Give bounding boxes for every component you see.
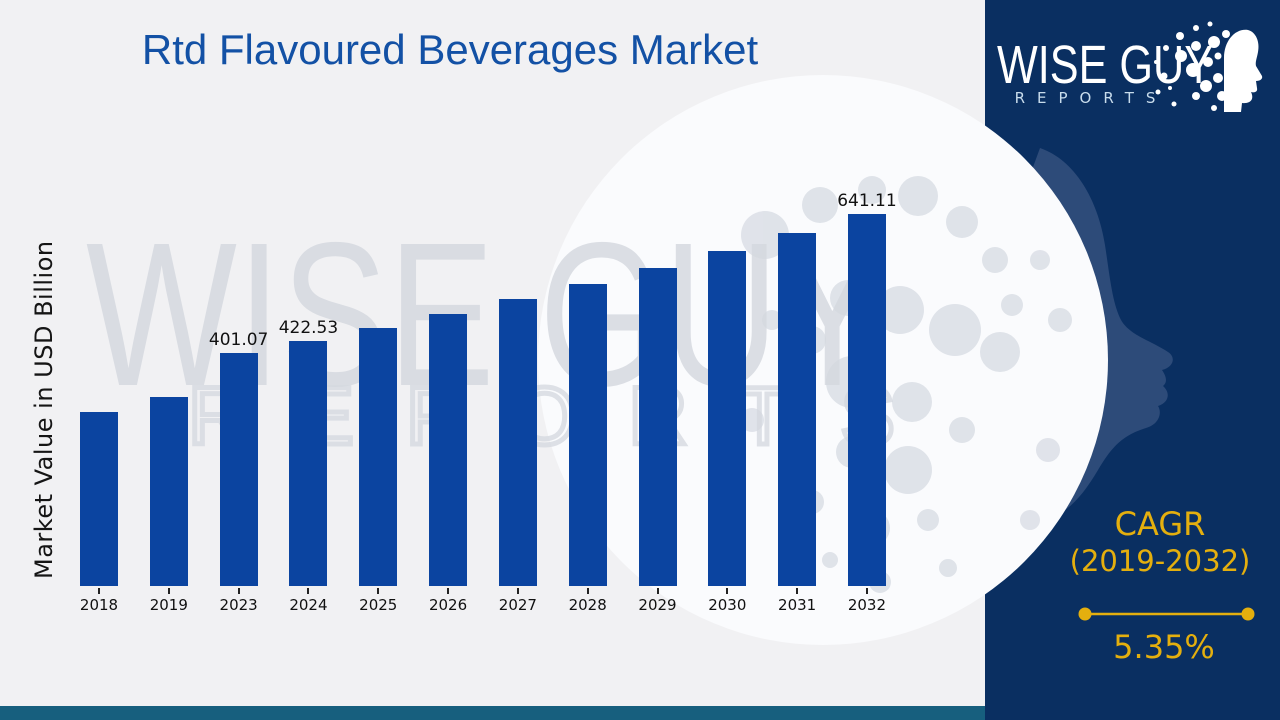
- logo-dots: [1154, 21, 1235, 111]
- x-axis-tick: [307, 588, 310, 594]
- bar: [429, 313, 468, 586]
- logo-face-icon: [1154, 21, 1263, 112]
- logo-wordmark: WISE GUY: [997, 35, 1214, 95]
- cagr-underline-dot-right: [1241, 607, 1255, 621]
- page-title: Rtd Flavoured Beverages Market: [141, 26, 759, 73]
- bar-value-label: 641.11: [837, 191, 897, 211]
- y-axis-label: Market Value in USD Billion: [30, 240, 58, 580]
- watermark-wise-guy: WISE GUY: [86, 200, 886, 429]
- cagr-block: CAGR (2019-2032): [1052, 506, 1268, 580]
- footer-accent-bar: [0, 706, 1280, 720]
- cagr-value: 5.35%: [1113, 628, 1215, 666]
- x-axis-tick: [377, 588, 380, 594]
- bar-value-label: 422.53: [278, 317, 339, 338]
- bar-column: 641.11 2032: [837, 140, 896, 614]
- x-axis-tick: [586, 588, 589, 594]
- cagr-label: CAGR: [1114, 505, 1206, 543]
- x-axis-tick: [656, 588, 659, 594]
- bar-column: 2030: [707, 140, 747, 614]
- x-axis-year-label: 2023: [219, 596, 258, 614]
- x-axis-year-label: 2019: [149, 596, 188, 614]
- bar-column: 2025: [358, 140, 398, 614]
- x-axis-year-label: 2032: [847, 596, 887, 614]
- cagr-underline-dot-left: [1078, 607, 1092, 621]
- bar-value-label: 401.07: [208, 330, 269, 351]
- bar: [778, 232, 817, 586]
- bar-column: 401.07 2023: [209, 140, 268, 614]
- bar: [498, 299, 537, 586]
- x-axis-year-label: 2028: [568, 596, 607, 614]
- bar-column: 2019: [149, 140, 189, 614]
- x-axis-year-label: 2031: [778, 596, 817, 614]
- bar: [847, 214, 886, 586]
- cagr-underline: [1078, 607, 1255, 621]
- bar: [708, 250, 747, 586]
- bar-column: 2026: [428, 140, 468, 614]
- bar-column: 2028: [568, 140, 608, 614]
- x-axis-tick: [167, 588, 170, 594]
- x-axis-tick: [726, 588, 729, 594]
- logo-subtitle: REPORTS: [1014, 89, 1168, 107]
- x-axis-tick: [865, 588, 868, 594]
- bar: [149, 397, 188, 586]
- x-axis-tick: [237, 588, 240, 594]
- bar-column: 422.53 2024: [279, 140, 338, 614]
- x-axis-year-label: 2027: [498, 596, 537, 614]
- x-axis-tick: [447, 588, 450, 594]
- bar-chart: 2018 2019 401.07 2023 422.53 2024 2025 2026 2027…: [79, 140, 897, 614]
- bar-column: 2018: [79, 140, 119, 614]
- bar: [219, 353, 258, 586]
- x-axis-year-label: 2018: [79, 596, 119, 614]
- x-axis-year-label: 2025: [359, 596, 398, 614]
- x-axis-year-label: 2029: [638, 596, 677, 614]
- bar-column: 2031: [777, 140, 817, 614]
- bar-column: 2027: [498, 140, 538, 614]
- bar: [80, 411, 118, 586]
- bar: [359, 327, 398, 586]
- bar: [289, 340, 328, 586]
- x-axis-tick: [516, 588, 519, 594]
- x-axis-year-label: 2024: [289, 596, 328, 614]
- x-axis-year-label: 2026: [428, 596, 468, 614]
- x-axis-tick: [98, 588, 100, 594]
- bar-column: 2029: [638, 140, 678, 614]
- bar: [568, 284, 607, 586]
- x-axis-year-label: 2030: [708, 596, 747, 614]
- cagr-range: (2019-2032): [1069, 543, 1251, 578]
- x-axis-tick: [796, 588, 799, 594]
- bar: [638, 267, 677, 586]
